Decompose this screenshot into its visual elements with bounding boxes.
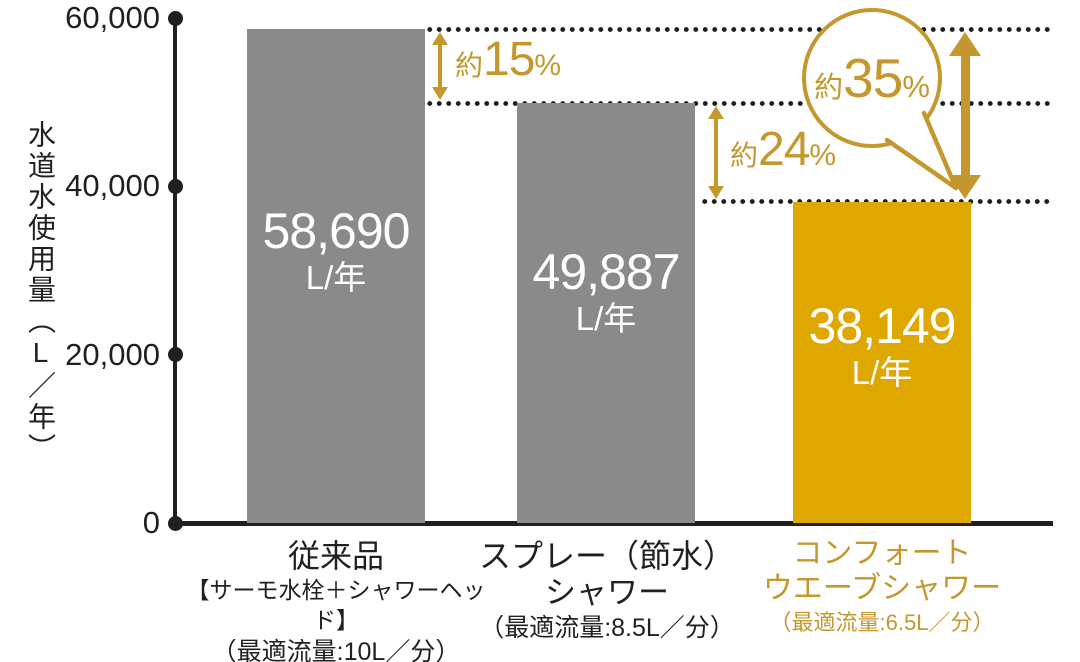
double-arrow-icon-24pct	[703, 106, 729, 199]
category-label-spray-shower: スプレー（節水） シャワー （最適流量:8.5L／分）	[447, 537, 767, 645]
arrow-down-head	[708, 185, 724, 199]
category-flow-rate: （最適流量:6.5L／分）	[769, 610, 995, 635]
arrow-up-head	[432, 32, 448, 46]
y-axis-line	[173, 18, 177, 525]
bar-comfort-wave-shower: 38,149 L/年	[793, 201, 971, 523]
arrow-shaft	[960, 56, 970, 175]
y-tick-dot	[167, 347, 183, 363]
category-name: コンフォート	[792, 537, 972, 570]
bar-value-number: 38,149	[808, 298, 957, 355]
bar-value-label: 38,149 L/年	[793, 299, 971, 393]
bar-spray-water-saving-shower: 49,887 L/年	[517, 103, 695, 523]
bar-value-label: 58,690 L/年	[247, 204, 425, 298]
category-name: 従来品	[287, 538, 384, 574]
category-name: スプレー（節水）	[478, 538, 735, 574]
annotation-number: 15	[483, 33, 535, 86]
category-name-line2: シャワー	[545, 575, 669, 610]
percent-sign: %	[902, 69, 930, 104]
annotation-prefix: 約	[730, 140, 759, 171]
category-flow-rate: （最適流量:10L／分）	[211, 638, 461, 662]
annotation-prefix: 約	[814, 72, 844, 104]
arrow-down-head	[432, 87, 448, 101]
y-tick-label: 40,000	[65, 168, 160, 204]
double-arrow-icon-35pct	[949, 32, 981, 199]
bar-value-label: 49,887 L/年	[517, 245, 695, 339]
percent-sign: %	[809, 139, 837, 172]
reference-dotted-line-bar3-top	[700, 199, 1052, 205]
y-tick-label: 0	[142, 505, 160, 540]
x-axis-line	[173, 521, 1053, 526]
bar-conventional-product: 58,690 L/年	[247, 29, 425, 523]
bar-value-unit: L/年	[305, 259, 367, 297]
reference-dotted-line-bar2-top	[425, 100, 1052, 106]
bar-value-unit: L/年	[575, 300, 637, 338]
category-subtitle: 【サーモ水栓＋シャワーヘッド】	[186, 577, 486, 633]
bar-value-number: 49,887	[532, 244, 681, 301]
y-tick-dot	[167, 178, 183, 194]
double-arrow-icon-15pct	[427, 32, 453, 101]
annotation-15-percent: 約 15%	[455, 32, 561, 87]
category-flow-rate: （最適流量:8.5L／分）	[479, 614, 735, 642]
arrow-shaft	[714, 119, 718, 186]
category-label-conventional-product: 従来品 【サーモ水栓＋シャワーヘッド】 （最適流量:10L／分）	[176, 537, 496, 662]
y-tick-dot	[167, 515, 183, 531]
annotation-number: 35	[843, 47, 903, 109]
y-tick-dot	[167, 10, 183, 26]
category-label-comfort-wave-shower: コンフォート ウエーブシャワー （最適流量:6.5L／分）	[722, 537, 1042, 639]
bar-value-unit: L/年	[851, 354, 913, 392]
category-name-line2: ウエーブシャワー	[762, 572, 1002, 605]
arrow-up-head	[708, 106, 724, 120]
bar-value-number: 58,690	[262, 203, 411, 260]
arrow-down-head	[949, 174, 981, 199]
annotation-24-percent: 約 24%	[730, 122, 836, 177]
annotation-35-percent: 約 35%	[814, 46, 930, 110]
reference-dotted-line-bar1-top	[425, 26, 1052, 32]
annotation-prefix: 約	[455, 50, 484, 81]
arrow-up-head	[949, 32, 981, 57]
annotation-number: 24	[758, 123, 810, 176]
arrow-shaft	[438, 45, 442, 88]
y-axis-title: 水道水使用量（L／年）	[25, 120, 56, 464]
y-tick-label: 60,000	[65, 0, 160, 35]
y-tick-label: 20,000	[65, 336, 160, 372]
percent-sign: %	[534, 49, 562, 82]
